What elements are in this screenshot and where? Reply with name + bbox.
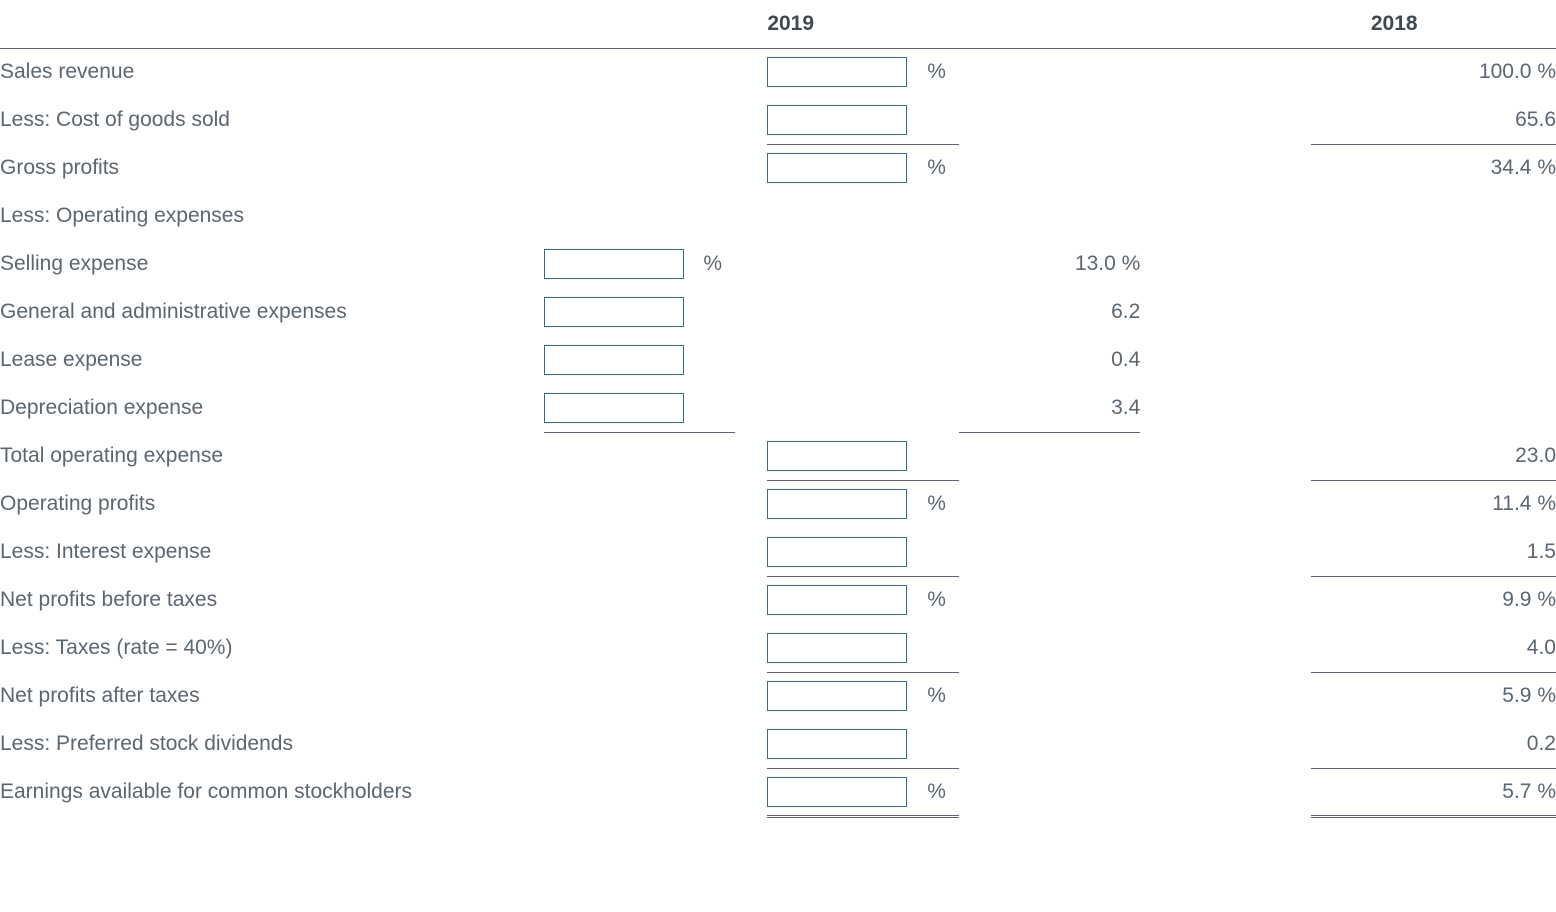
input-npat-2019[interactable] <box>767 681 907 711</box>
value-selling-2018: 13.0 % <box>959 240 1140 288</box>
pct-symbol: % <box>927 768 959 816</box>
input-npbt-2019[interactable] <box>767 585 907 615</box>
value-npbt-2018: 9.9 % <box>1311 576 1556 624</box>
label-pref: Less: Preferred stock dividends <box>0 720 544 768</box>
pct-symbol: % <box>927 576 959 624</box>
table: 2019 2018 Sales revenue % 100.0 % Less: … <box>0 0 1556 818</box>
header-2019: 2019 <box>767 0 927 48</box>
row-dep: Depreciation expense 3.4 <box>0 384 1556 432</box>
pct-symbol: % <box>927 48 959 96</box>
label-npat: Net profits after taxes <box>0 672 544 720</box>
input-selling-2019[interactable] <box>544 249 684 279</box>
value-gross-2018: 34.4 % <box>1311 144 1556 192</box>
input-tax-2019[interactable] <box>767 633 907 663</box>
label-lease: Lease expense <box>0 336 544 384</box>
label-int: Less: Interest expense <box>0 528 544 576</box>
row-tax: Less: Taxes (rate = 40%) 4.0 <box>0 624 1556 672</box>
header-row: 2019 2018 <box>0 0 1556 48</box>
row-eacs: Earnings available for common stockholde… <box>0 768 1556 816</box>
input-cogs-2019[interactable] <box>767 105 907 135</box>
pct-symbol: % <box>703 240 735 288</box>
label-eacs: Earnings available for common stockholde… <box>0 768 544 816</box>
value-int-2018: 1.5 <box>1311 528 1556 576</box>
input-lease-2019[interactable] <box>544 345 684 375</box>
label-cogs: Less: Cost of goods sold <box>0 96 544 144</box>
value-ga-2018: 6.2 <box>959 288 1140 336</box>
row-lease: Lease expense 0.4 <box>0 336 1556 384</box>
label-tax: Less: Taxes (rate = 40%) <box>0 624 544 672</box>
value-opprof-2018: 11.4 % <box>1311 480 1556 528</box>
label-opex-hdr: Less: Operating expenses <box>0 192 544 240</box>
header-2018: 2018 <box>1311 0 1556 48</box>
row-totop: Total operating expense 23.0 <box>0 432 1556 480</box>
row-int: Less: Interest expense 1.5 <box>0 528 1556 576</box>
label-dep: Depreciation expense <box>0 384 544 432</box>
row-cogs: Less: Cost of goods sold 65.6 <box>0 96 1556 144</box>
input-eacs-2019[interactable] <box>767 777 907 807</box>
label-totop: Total operating expense <box>0 432 544 480</box>
row-selling: Selling expense % 13.0 % <box>0 240 1556 288</box>
row-pref: Less: Preferred stock dividends 0.2 <box>0 720 1556 768</box>
input-ga-2019[interactable] <box>544 297 684 327</box>
row-opprof: Operating profits % 11.4 % <box>0 480 1556 528</box>
income-statement-table: 2019 2018 Sales revenue % 100.0 % Less: … <box>0 0 1556 818</box>
pct-symbol: % <box>927 144 959 192</box>
input-pref-2019[interactable] <box>767 729 907 759</box>
label-gross: Gross profits <box>0 144 544 192</box>
label-ga: General and administrative expenses <box>0 288 544 336</box>
label-sales: Sales revenue <box>0 48 544 96</box>
input-gross-2019[interactable] <box>767 153 907 183</box>
input-opprof-2019[interactable] <box>767 489 907 519</box>
value-tax-2018: 4.0 <box>1311 624 1556 672</box>
value-cogs-2018: 65.6 <box>1311 96 1556 144</box>
input-int-2019[interactable] <box>767 537 907 567</box>
row-npat: Net profits after taxes % 5.9 % <box>0 672 1556 720</box>
value-lease-2018: 0.4 <box>959 336 1140 384</box>
value-sales-2018: 100.0 % <box>1311 48 1556 96</box>
input-totop-2019[interactable] <box>767 441 907 471</box>
row-gross: Gross profits % 34.4 % <box>0 144 1556 192</box>
label-opprof: Operating profits <box>0 480 544 528</box>
row-opex-hdr: Less: Operating expenses <box>0 192 1556 240</box>
value-pref-2018: 0.2 <box>1311 720 1556 768</box>
pct-symbol: % <box>927 672 959 720</box>
pct-symbol: % <box>927 480 959 528</box>
value-totop-2018: 23.0 <box>1311 432 1556 480</box>
row-npbt: Net profits before taxes % 9.9 % <box>0 576 1556 624</box>
value-dep-2018: 3.4 <box>959 384 1140 432</box>
input-dep-2019[interactable] <box>544 393 684 423</box>
value-eacs-2018: 5.7 % <box>1311 768 1556 816</box>
label-selling: Selling expense <box>0 240 544 288</box>
row-sales: Sales revenue % 100.0 % <box>0 48 1556 96</box>
label-npbt: Net profits before taxes <box>0 576 544 624</box>
row-ga: General and administrative expenses 6.2 <box>0 288 1556 336</box>
value-npat-2018: 5.9 % <box>1311 672 1556 720</box>
input-sales-2019[interactable] <box>767 57 907 87</box>
